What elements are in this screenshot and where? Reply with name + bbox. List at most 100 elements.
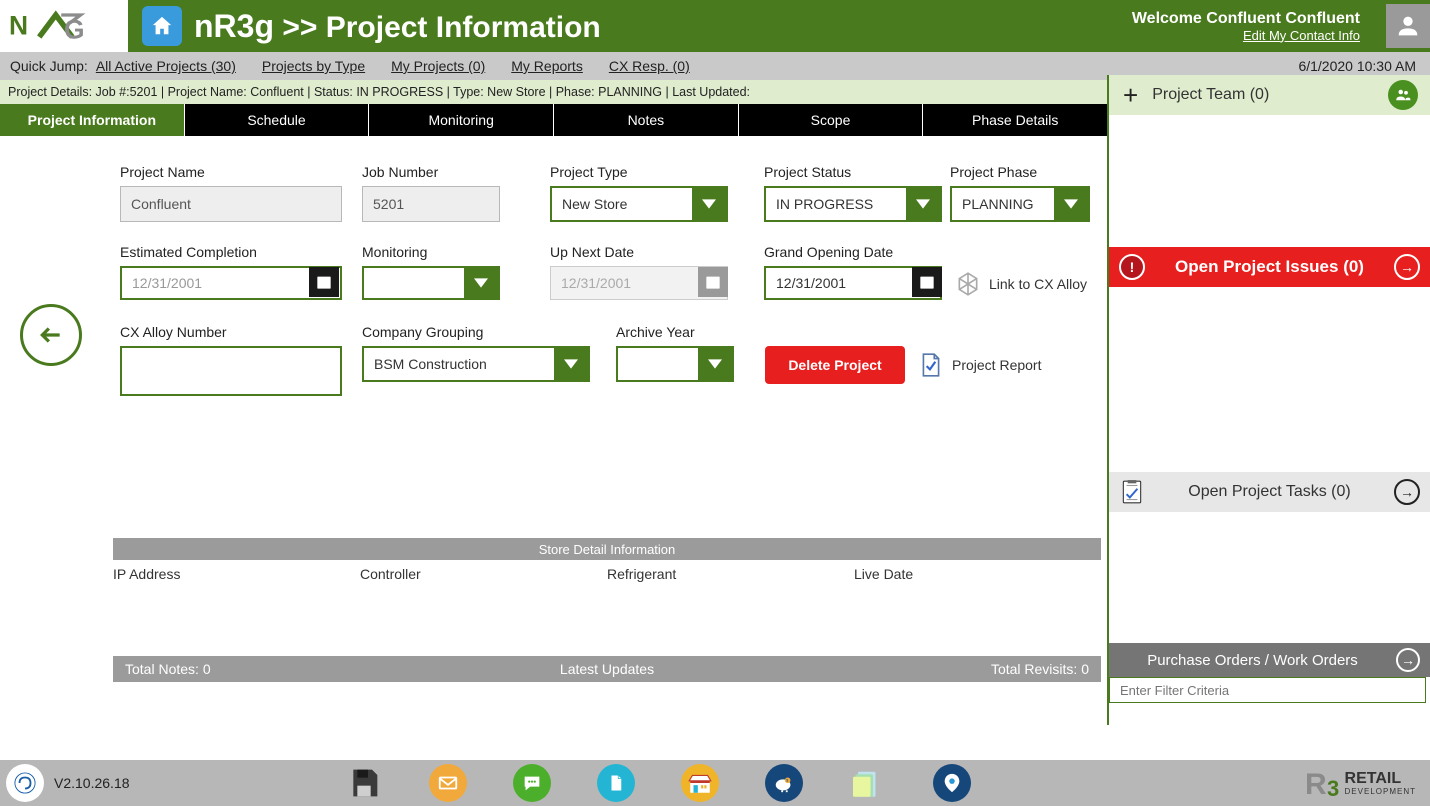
bottom-taskbar: V2.10.26.18 $ R 3 RET xyxy=(0,760,1430,806)
welcome-block: Welcome Confluent Confluent Edit My Cont… xyxy=(1132,10,1360,43)
tab-project-information[interactable]: Project Information xyxy=(0,104,185,136)
monitoring-select[interactable] xyxy=(362,266,500,300)
link-to-cx-alloy-link[interactable]: Link to CX Alloy xyxy=(955,271,1087,297)
tab-monitoring[interactable]: Monitoring xyxy=(369,104,554,136)
svg-text:G: G xyxy=(64,15,85,45)
company-grouping-dropdown-icon[interactable] xyxy=(554,348,588,380)
tasks-clipboard-icon xyxy=(1119,479,1145,505)
estimated-completion-label: Estimated Completion xyxy=(120,244,257,260)
save-icon[interactable] xyxy=(345,764,383,802)
live-date-label: Live Date xyxy=(854,566,1101,582)
archive-year-select[interactable] xyxy=(616,346,734,382)
store-detail-columns: IP Address Controller Refrigerant Live D… xyxy=(113,566,1101,582)
piggy-bank-icon[interactable]: $ xyxy=(765,764,803,802)
store-detail-information-header: Store Detail Information xyxy=(113,538,1101,560)
welcome-text: Welcome Confluent Confluent xyxy=(1132,10,1360,28)
project-report-icon xyxy=(918,352,944,378)
quickjump-my-projects[interactable]: My Projects (0) xyxy=(391,58,485,74)
cx-alloy-number-label: CX Alloy Number xyxy=(120,324,227,340)
storefront-icon[interactable] xyxy=(681,764,719,802)
taskbar-home-icon[interactable] xyxy=(6,764,44,802)
total-revisits-label: Total Revisits: 0 xyxy=(991,661,1089,677)
project-name-field[interactable]: Confluent xyxy=(120,186,342,222)
notes-summary-bar: Total Notes: 0 Latest Updates Total Revi… xyxy=(113,656,1101,682)
open-tasks-arrow-icon[interactable]: → xyxy=(1394,479,1420,505)
tab-scope[interactable]: Scope xyxy=(739,104,924,136)
project-phase-dropdown-icon[interactable] xyxy=(1054,188,1088,220)
open-project-issues-button[interactable]: ! Open Project Issues (0) → xyxy=(1109,247,1430,287)
email-icon[interactable] xyxy=(429,764,467,802)
warning-icon: ! xyxy=(1119,254,1145,280)
team-members-icon[interactable] xyxy=(1388,80,1418,110)
project-type-label: Project Type xyxy=(550,164,628,180)
monitoring-label: Monitoring xyxy=(362,244,427,260)
edit-contact-link[interactable]: Edit My Contact Info xyxy=(1132,28,1360,43)
project-name-label: Project Name xyxy=(120,164,205,180)
current-datetime: 6/1/2020 10:30 AM xyxy=(1298,58,1416,74)
purchase-orders-work-orders-button[interactable]: Purchase Orders / Work Orders → xyxy=(1109,643,1430,677)
project-details-strip: Project Details: Job #:5201 | Project Na… xyxy=(0,80,1107,104)
tabs-row: Project Information Schedule Monitoring … xyxy=(0,104,1107,136)
project-phase-select[interactable]: PLANNING xyxy=(950,186,1090,222)
project-type-select[interactable]: New Store xyxy=(550,186,728,222)
folder-tabs-icon[interactable] xyxy=(849,764,887,802)
svg-text:N: N xyxy=(9,10,28,40)
back-button[interactable] xyxy=(20,304,82,366)
up-next-date-label: Up Next Date xyxy=(550,244,634,260)
app-title: nR3g >> Project Information xyxy=(194,8,601,45)
open-project-tasks-button[interactable]: Open Project Tasks (0) → xyxy=(1109,472,1430,512)
quickjump-projects-by-type[interactable]: Projects by Type xyxy=(262,58,365,74)
job-number-field[interactable]: 5201 xyxy=(362,186,500,222)
estimated-completion-calendar-icon[interactable] xyxy=(309,267,339,297)
refrigerant-label: Refrigerant xyxy=(607,566,854,582)
total-notes-label: Total Notes: 0 xyxy=(125,661,211,677)
quickjump-my-reports[interactable]: My Reports xyxy=(511,58,583,74)
up-next-date-calendar-icon[interactable] xyxy=(698,267,728,297)
controller-label: Controller xyxy=(360,566,607,582)
cx-alloy-number-field[interactable] xyxy=(120,346,342,396)
tab-notes[interactable]: Notes xyxy=(554,104,739,136)
project-information-panel: Project Name Confluent Job Number 5201 P… xyxy=(0,136,1107,770)
avatar-icon[interactable] xyxy=(1386,4,1430,48)
grand-opening-date-label: Grand Opening Date xyxy=(764,244,893,260)
project-team-header: + Project Team (0) xyxy=(1109,75,1430,115)
archive-year-label: Archive Year xyxy=(616,324,695,340)
nrg-logo: N G xyxy=(0,0,128,52)
project-status-dropdown-icon[interactable] xyxy=(906,188,940,220)
quickjump-all-active-projects[interactable]: All Active Projects (30) xyxy=(96,58,236,74)
company-grouping-select[interactable]: BSM Construction xyxy=(362,346,590,382)
tab-schedule[interactable]: Schedule xyxy=(185,104,370,136)
cx-alloy-icon xyxy=(955,271,981,297)
version-label: V2.10.26.18 xyxy=(54,775,130,791)
company-grouping-label: Company Grouping xyxy=(362,324,483,340)
project-phase-label: Project Phase xyxy=(950,164,1037,180)
right-sidebar: + Project Team (0) ! Open Project Issues… xyxy=(1109,75,1430,725)
monitoring-dropdown-icon[interactable] xyxy=(464,268,498,298)
top-header: N G nR3g >> Project Information Welcome … xyxy=(0,0,1430,52)
quickjump-cx-resp[interactable]: CX Resp. (0) xyxy=(609,58,690,74)
map-pin-icon[interactable] xyxy=(933,764,971,802)
job-number-label: Job Number xyxy=(362,164,438,180)
open-issues-arrow-icon[interactable]: → xyxy=(1394,254,1420,280)
project-status-select[interactable]: IN PROGRESS xyxy=(764,186,942,222)
archive-year-dropdown-icon[interactable] xyxy=(698,348,732,380)
grand-opening-date-calendar-icon[interactable] xyxy=(912,267,942,297)
project-report-link[interactable]: Project Report xyxy=(918,352,1041,378)
ip-address-label: IP Address xyxy=(113,566,360,582)
delete-project-button[interactable]: Delete Project xyxy=(765,346,905,384)
taskbar-icon-row: $ xyxy=(345,764,971,802)
svg-text:3: 3 xyxy=(1327,776,1339,800)
tab-phase-details[interactable]: Phase Details xyxy=(923,104,1107,136)
latest-updates-label: Latest Updates xyxy=(113,661,1101,677)
filter-criteria-input[interactable] xyxy=(1109,677,1426,703)
home-icon[interactable] xyxy=(142,6,182,46)
chat-icon[interactable] xyxy=(513,764,551,802)
project-status-label: Project Status xyxy=(764,164,851,180)
svg-text:R: R xyxy=(1305,768,1327,800)
add-team-member-icon[interactable]: + xyxy=(1123,80,1138,111)
po-wo-arrow-icon[interactable]: → xyxy=(1396,648,1420,672)
svg-text:$: $ xyxy=(786,779,788,783)
project-type-dropdown-icon[interactable] xyxy=(692,188,726,220)
document-icon[interactable] xyxy=(597,764,635,802)
project-team-label: Project Team (0) xyxy=(1152,86,1388,104)
